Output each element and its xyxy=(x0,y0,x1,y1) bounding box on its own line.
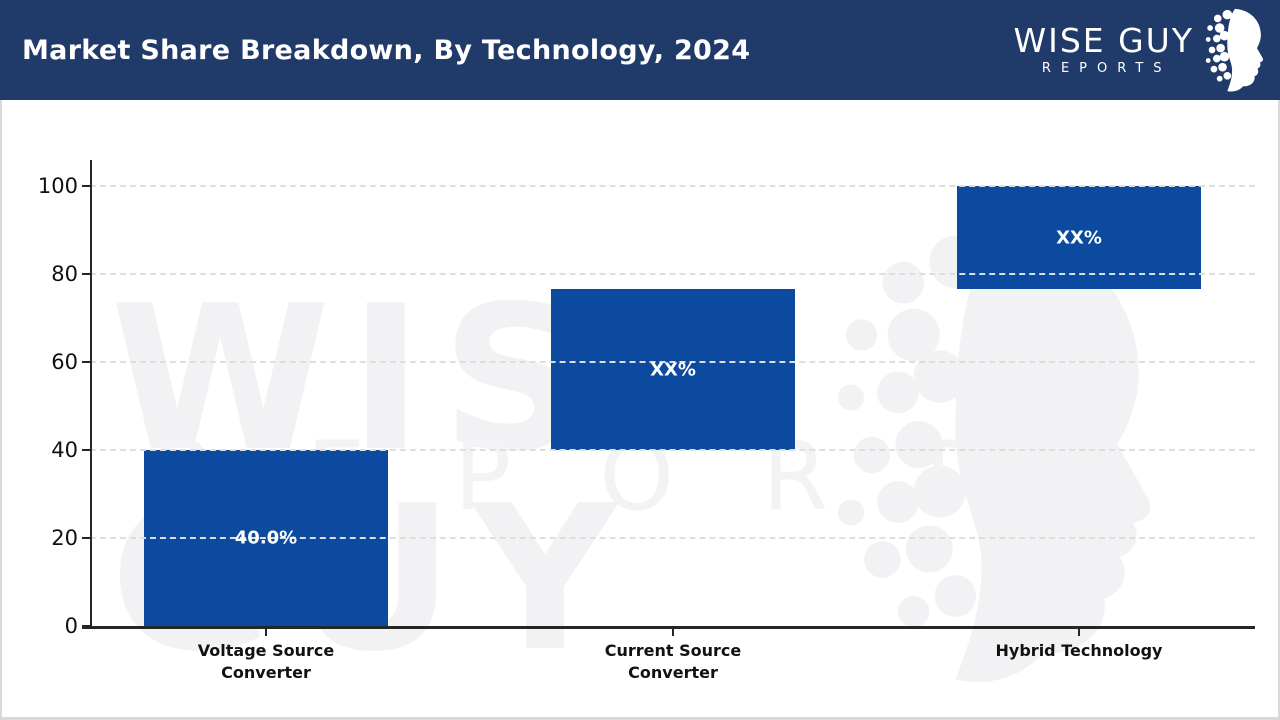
x-tick-mark xyxy=(1078,628,1080,636)
x-category-label: Current Source Converter xyxy=(604,641,742,683)
y-tick-mark xyxy=(82,273,90,275)
gridline xyxy=(90,273,1255,275)
wiseguy-head-icon xyxy=(1205,8,1263,92)
bar-value-label: XX% xyxy=(650,359,696,381)
wiseguy-logo: WISE GUY REPORTS xyxy=(1013,7,1280,93)
y-tick-label: 40 xyxy=(51,438,78,462)
bar-value-label: XX% xyxy=(1056,227,1102,249)
y-tick-label: 0 xyxy=(64,614,78,638)
y-tick-label: 100 xyxy=(37,174,78,198)
page-title: Market Share Breakdown, By Technology, 2… xyxy=(22,34,751,66)
y-tick-mark xyxy=(82,185,90,187)
gridline xyxy=(90,361,1255,363)
y-tick-label: 80 xyxy=(51,262,78,286)
x-category-label: Voltage Source Converter xyxy=(197,641,335,683)
bar-segment xyxy=(551,289,795,450)
y-tick-label: 60 xyxy=(51,350,78,374)
wiseguy-logo-subtitle: REPORTS xyxy=(1041,61,1172,76)
x-tick-mark xyxy=(672,628,674,636)
y-tick-mark xyxy=(82,449,90,451)
y-tick-mark xyxy=(82,361,90,363)
bar-value-label: 40.0% xyxy=(234,527,298,549)
wiseguy-logo-text: WISE GUY REPORTS xyxy=(1013,24,1194,76)
y-tick-mark xyxy=(82,537,90,539)
gridline xyxy=(90,449,1255,451)
header-band: Market Share Breakdown, By Technology, 2… xyxy=(0,0,1280,100)
x-category-label: Hybrid Technology xyxy=(995,641,1163,660)
y-axis-line xyxy=(90,160,92,628)
x-axis-line xyxy=(82,626,1255,629)
wiseguy-logo-wordmark: WISE GUY xyxy=(1013,21,1194,60)
x-tick-mark xyxy=(265,628,267,636)
gridline xyxy=(90,537,1255,539)
gridline xyxy=(90,185,1255,187)
y-tick-label: 20 xyxy=(51,526,78,550)
